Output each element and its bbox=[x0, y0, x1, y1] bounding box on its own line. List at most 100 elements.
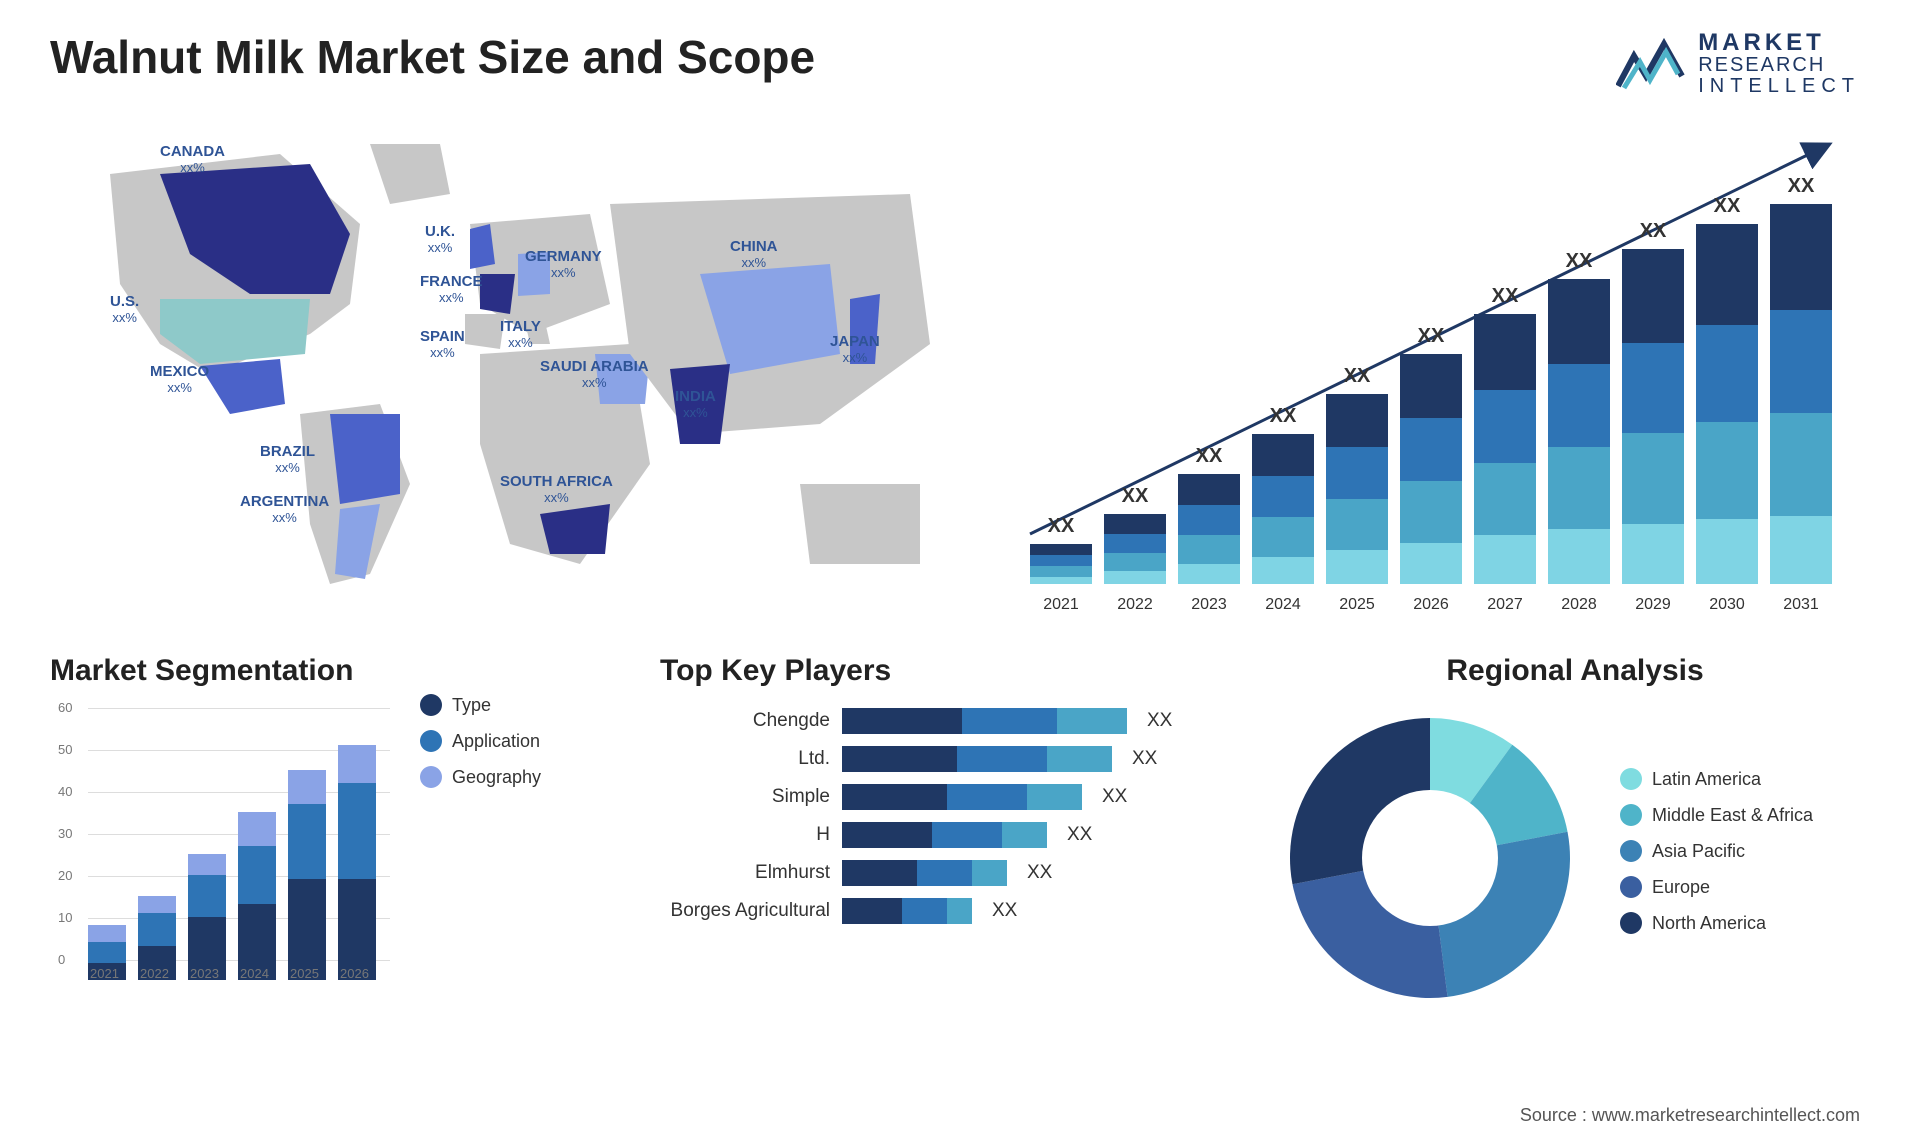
x-tick-label: 2025 bbox=[290, 966, 319, 981]
segmentation-bar bbox=[188, 854, 226, 980]
legend-item: Type bbox=[420, 694, 541, 716]
map-label: ITALYxx% bbox=[500, 319, 541, 350]
growth-bar bbox=[1178, 474, 1240, 584]
player-value: XX bbox=[1067, 824, 1092, 846]
map-label: ARGENTINAxx% bbox=[240, 494, 329, 525]
logo-line1: MARKET bbox=[1698, 30, 1860, 55]
growth-bar bbox=[1326, 394, 1388, 584]
player-bar bbox=[842, 860, 1007, 886]
page-title: Walnut Milk Market Size and Scope bbox=[50, 30, 1870, 84]
map-label: FRANCExx% bbox=[420, 274, 483, 305]
growth-year-label: 2025 bbox=[1326, 596, 1388, 614]
map-label: MEXICOxx% bbox=[150, 364, 209, 395]
players-title: Top Key Players bbox=[660, 654, 1230, 688]
regional-title: Regional Analysis bbox=[1280, 654, 1870, 688]
map-label: JAPANxx% bbox=[830, 334, 880, 365]
players-panel: Top Key Players Chengde XX Ltd. XX Simple XX H… bbox=[660, 654, 1230, 1008]
legend-item: Latin America bbox=[1620, 768, 1813, 790]
growth-value-label: XX bbox=[1104, 485, 1166, 508]
player-bar bbox=[842, 708, 1127, 734]
y-tick-label: 40 bbox=[58, 784, 72, 799]
legend-item: Application bbox=[420, 730, 541, 752]
x-tick-label: 2021 bbox=[90, 966, 119, 981]
legend-item: Geography bbox=[420, 766, 541, 788]
map-label: CHINAxx% bbox=[730, 239, 778, 270]
segmentation-chart: 0102030405060202120222023202420252026 bbox=[50, 708, 390, 1008]
segmentation-bar bbox=[338, 745, 376, 980]
legend-item: North America bbox=[1620, 912, 1813, 934]
y-tick-label: 30 bbox=[58, 826, 72, 841]
growth-value-label: XX bbox=[1696, 195, 1758, 218]
source-text: Source : www.marketresearchintellect.com bbox=[1520, 1105, 1860, 1126]
logo-line3: INTELLECT bbox=[1698, 76, 1860, 97]
growth-value-label: XX bbox=[1400, 325, 1462, 348]
player-name: Borges Agricultural bbox=[660, 900, 830, 922]
player-value: XX bbox=[1027, 862, 1052, 884]
map-label: SPAINxx% bbox=[420, 329, 465, 360]
player-row: Elmhurst XX bbox=[660, 860, 1230, 886]
player-value: XX bbox=[1132, 748, 1157, 770]
growth-bar bbox=[1474, 314, 1536, 584]
player-value: XX bbox=[1102, 786, 1127, 808]
player-value: XX bbox=[1147, 710, 1172, 732]
growth-year-label: 2031 bbox=[1770, 596, 1832, 614]
map-label: CANADAxx% bbox=[160, 144, 225, 175]
segmentation-legend: Type Application Geography bbox=[420, 694, 541, 802]
legend-item: Europe bbox=[1620, 876, 1813, 898]
growth-bar bbox=[1030, 544, 1092, 584]
y-tick-label: 20 bbox=[58, 868, 72, 883]
x-tick-label: 2023 bbox=[190, 966, 219, 981]
player-row: Simple XX bbox=[660, 784, 1230, 810]
growth-year-label: 2026 bbox=[1400, 596, 1462, 614]
map-label: U.S.xx% bbox=[110, 294, 139, 325]
growth-year-label: 2027 bbox=[1474, 596, 1536, 614]
growth-bar bbox=[1104, 514, 1166, 584]
growth-bar bbox=[1622, 249, 1684, 584]
regional-panel: Regional Analysis Latin America Middle Ea… bbox=[1280, 654, 1870, 1008]
y-tick-label: 0 bbox=[58, 952, 65, 967]
player-value: XX bbox=[992, 900, 1017, 922]
map-label: SAUDI ARABIAxx% bbox=[540, 359, 649, 390]
x-tick-label: 2022 bbox=[140, 966, 169, 981]
player-name: H bbox=[660, 824, 830, 846]
player-bar bbox=[842, 746, 1112, 772]
growth-year-label: 2024 bbox=[1252, 596, 1314, 614]
growth-bar bbox=[1252, 434, 1314, 584]
legend-item: Middle East & Africa bbox=[1620, 804, 1813, 826]
growth-bar bbox=[1400, 354, 1462, 584]
growth-chart: 2021 XX 2022 XX 2023 XX 2024 XX 2025 XX 2026 XX 2027… bbox=[1010, 104, 1870, 624]
growth-year-label: 2022 bbox=[1104, 596, 1166, 614]
growth-bar bbox=[1696, 224, 1758, 584]
growth-year-label: 2030 bbox=[1696, 596, 1758, 614]
growth-value-label: XX bbox=[1770, 175, 1832, 198]
growth-value-label: XX bbox=[1474, 285, 1536, 308]
growth-year-label: 2021 bbox=[1030, 596, 1092, 614]
players-list: Chengde XX Ltd. XX Simple XX H XX Elmhurst XX Borg… bbox=[660, 708, 1230, 924]
player-name: Simple bbox=[660, 786, 830, 808]
y-tick-label: 10 bbox=[58, 910, 72, 925]
growth-value-label: XX bbox=[1326, 365, 1388, 388]
y-tick-label: 50 bbox=[58, 742, 72, 757]
player-name: Chengde bbox=[660, 710, 830, 732]
segmentation-bar bbox=[238, 812, 276, 980]
player-name: Elmhurst bbox=[660, 862, 830, 884]
growth-value-label: XX bbox=[1178, 445, 1240, 468]
player-row: Ltd. XX bbox=[660, 746, 1230, 772]
map-label: U.K.xx% bbox=[425, 224, 455, 255]
segmentation-panel: Market Segmentation 01020304050602021202… bbox=[50, 654, 610, 1008]
growth-value-label: XX bbox=[1548, 250, 1610, 273]
player-name: Ltd. bbox=[660, 748, 830, 770]
x-tick-label: 2026 bbox=[340, 966, 369, 981]
map-label: INDIAxx% bbox=[675, 389, 716, 420]
logo: MARKET RESEARCH INTELLECT bbox=[1616, 30, 1860, 97]
growth-year-label: 2023 bbox=[1178, 596, 1240, 614]
growth-value-label: XX bbox=[1622, 220, 1684, 243]
player-bar bbox=[842, 822, 1047, 848]
x-tick-label: 2024 bbox=[240, 966, 269, 981]
growth-bar bbox=[1548, 279, 1610, 584]
segmentation-bar bbox=[288, 770, 326, 980]
map-label: SOUTH AFRICAxx% bbox=[500, 474, 613, 505]
map-label: BRAZILxx% bbox=[260, 444, 315, 475]
player-bar bbox=[842, 784, 1082, 810]
regional-legend: Latin AmericaMiddle East & AfricaAsia Pa… bbox=[1620, 768, 1813, 948]
